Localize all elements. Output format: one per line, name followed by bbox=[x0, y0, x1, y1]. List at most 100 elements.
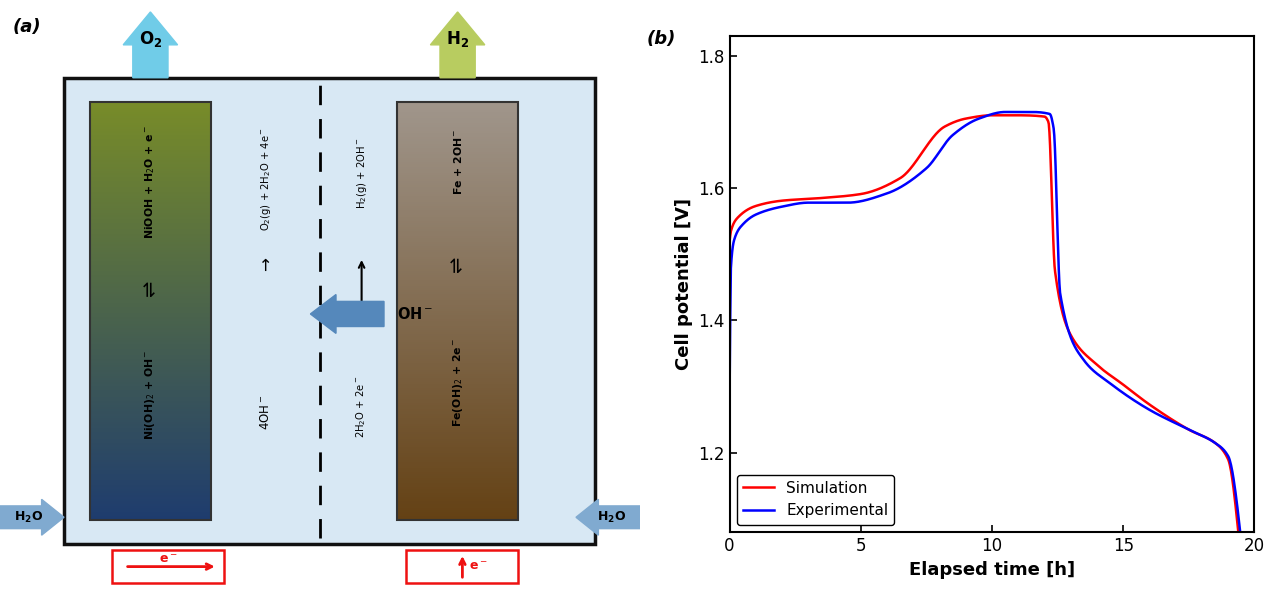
Bar bbox=[397, 173, 518, 175]
Bar bbox=[90, 317, 211, 319]
Bar bbox=[397, 251, 518, 252]
Bar bbox=[397, 258, 518, 261]
Bar bbox=[90, 129, 211, 131]
Bar bbox=[90, 257, 211, 258]
Bar bbox=[397, 163, 518, 164]
Bar bbox=[90, 304, 211, 307]
Bar bbox=[397, 138, 518, 139]
Bar bbox=[407, 550, 518, 583]
Bar bbox=[397, 131, 518, 133]
Bar bbox=[90, 443, 211, 445]
Bar bbox=[90, 242, 211, 244]
Bar bbox=[90, 504, 211, 506]
Bar bbox=[397, 509, 518, 512]
Bar bbox=[90, 347, 211, 349]
Bar bbox=[90, 470, 211, 472]
Bar bbox=[90, 102, 211, 104]
Bar bbox=[397, 325, 518, 328]
Bar bbox=[397, 123, 518, 125]
Bar bbox=[90, 192, 211, 194]
Bar bbox=[64, 78, 595, 544]
Bar bbox=[90, 514, 211, 516]
Bar bbox=[397, 342, 518, 344]
Bar bbox=[90, 142, 211, 144]
Bar bbox=[397, 263, 518, 265]
Bar bbox=[397, 255, 518, 257]
Bar bbox=[90, 445, 211, 447]
Simulation bbox=[753, 201, 768, 208]
Bar bbox=[397, 110, 518, 112]
Bar bbox=[90, 110, 211, 112]
Simulation bbox=[722, 237, 737, 245]
Bar bbox=[397, 269, 518, 271]
Bar bbox=[90, 202, 211, 205]
Bar bbox=[397, 307, 518, 309]
Text: $\mathbf{H_2}$: $\mathbf{H_2}$ bbox=[445, 29, 470, 49]
Bar bbox=[397, 489, 518, 491]
Bar bbox=[397, 265, 518, 267]
Bar bbox=[90, 196, 211, 198]
Bar bbox=[90, 198, 211, 200]
Bar bbox=[90, 376, 211, 378]
Bar bbox=[397, 478, 518, 481]
Bar bbox=[90, 138, 211, 139]
Bar bbox=[90, 411, 211, 414]
Bar bbox=[397, 184, 518, 185]
Bar bbox=[397, 324, 518, 325]
Bar bbox=[397, 309, 518, 311]
Bar bbox=[397, 117, 518, 118]
Bar bbox=[397, 244, 518, 246]
Bar bbox=[397, 483, 518, 484]
Bar bbox=[397, 359, 518, 361]
Bar bbox=[397, 338, 518, 340]
Bar bbox=[90, 374, 211, 376]
Bar bbox=[397, 127, 518, 129]
Bar bbox=[397, 205, 518, 206]
Bar bbox=[397, 129, 518, 131]
FancyArrow shape bbox=[123, 12, 178, 78]
Simulation bbox=[1161, 414, 1176, 421]
Bar bbox=[90, 102, 211, 520]
Bar bbox=[90, 169, 211, 171]
Bar bbox=[90, 237, 211, 240]
Bar bbox=[90, 188, 211, 190]
Bar bbox=[397, 230, 518, 231]
Bar bbox=[397, 102, 518, 104]
Bar bbox=[90, 146, 211, 148]
Bar bbox=[397, 215, 518, 217]
Text: $\rightleftharpoons$: $\rightleftharpoons$ bbox=[448, 255, 467, 277]
Bar bbox=[90, 498, 211, 499]
Bar bbox=[397, 457, 518, 460]
Bar bbox=[397, 397, 518, 399]
Bar bbox=[397, 447, 518, 449]
Bar bbox=[90, 468, 211, 470]
Bar bbox=[90, 152, 211, 154]
Bar bbox=[90, 181, 211, 183]
Bar bbox=[90, 495, 211, 498]
Bar bbox=[397, 227, 518, 230]
Bar bbox=[397, 499, 518, 501]
Experimental bbox=[998, 108, 1014, 115]
Y-axis label: Cell potential [V]: Cell potential [V] bbox=[675, 198, 692, 370]
Bar bbox=[90, 322, 211, 324]
Bar bbox=[90, 516, 211, 518]
Bar bbox=[90, 280, 211, 282]
Bar bbox=[397, 432, 518, 434]
Bar bbox=[397, 506, 518, 508]
Bar bbox=[397, 428, 518, 431]
Bar bbox=[397, 395, 518, 397]
Text: $\mathbf{H_2O}$: $\mathbf{H_2O}$ bbox=[14, 509, 44, 525]
Bar bbox=[397, 317, 518, 319]
Bar bbox=[90, 292, 211, 294]
Bar bbox=[90, 340, 211, 342]
Bar bbox=[90, 167, 211, 169]
Experimental bbox=[1111, 386, 1126, 393]
Bar bbox=[397, 311, 518, 313]
Bar bbox=[90, 431, 211, 432]
Experimental bbox=[1048, 182, 1064, 190]
Bar bbox=[90, 127, 211, 129]
Bar bbox=[90, 389, 211, 390]
Bar bbox=[90, 512, 211, 514]
Legend: Simulation, Experimental: Simulation, Experimental bbox=[737, 475, 895, 524]
Bar bbox=[90, 290, 211, 292]
